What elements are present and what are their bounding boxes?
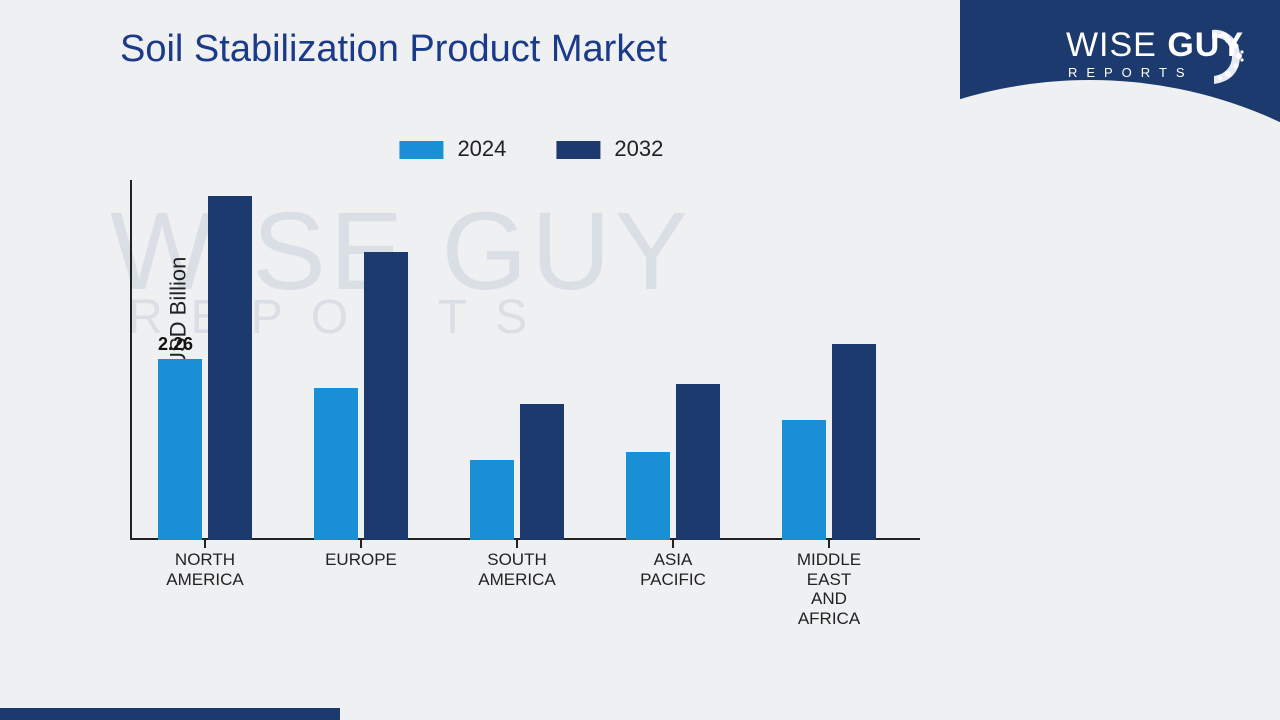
bar-group: SOUTHAMERICA (470, 180, 564, 540)
bar-2032 (832, 344, 876, 540)
x-tick (828, 540, 830, 548)
legend-swatch-2024 (399, 141, 443, 159)
logo-head-icon (1190, 26, 1248, 88)
bar-value-label: 2.26 (158, 334, 193, 355)
bar-2024 (626, 452, 670, 540)
brand-logo: WISE GUY REPORTS (1066, 28, 1244, 79)
page-title: Soil Stabilization Product Market (120, 28, 667, 71)
x-tick (360, 540, 362, 548)
legend-item-2032: 2032 (556, 136, 663, 162)
bar-group: 2.26NORTHAMERICA (158, 180, 252, 540)
bar-2032 (676, 384, 720, 540)
plot-area: 2.26NORTHAMERICA EUROPE SOUTHAMERICA ASIAPA… (130, 180, 920, 540)
bar-2024 (158, 359, 202, 540)
x-tick-label: SOUTHAMERICA (462, 550, 572, 589)
bar-2032 (208, 196, 252, 540)
x-tick-label: EUROPE (306, 550, 416, 570)
y-axis (130, 180, 132, 540)
bar-2032 (520, 404, 564, 540)
bar-2024 (314, 388, 358, 540)
bar-2024 (470, 460, 514, 540)
logo-word-1: WISE (1066, 26, 1157, 64)
bar-2032 (364, 252, 408, 540)
bar-group: MIDDLEEASTANDAFRICA (782, 180, 876, 540)
bar-group: ASIAPACIFIC (626, 180, 720, 540)
x-tick-label: NORTHAMERICA (150, 550, 260, 589)
legend-item-2024: 2024 (399, 136, 506, 162)
x-tick (204, 540, 206, 548)
x-tick (672, 540, 674, 548)
x-tick (516, 540, 518, 548)
legend-swatch-2032 (556, 141, 600, 159)
bar-group: EUROPE (314, 180, 408, 540)
stage: Soil Stabilization Product Market WISE G… (0, 0, 1280, 720)
bar-2024 (782, 420, 826, 540)
x-tick-label: MIDDLEEASTANDAFRICA (774, 550, 884, 628)
x-tick-label: ASIAPACIFIC (618, 550, 728, 589)
bar-chart: Market Size in USD Billion 2024 2032 2.2… (90, 150, 920, 620)
bottom-accent-bar (0, 708, 340, 720)
legend: 2024 2032 (399, 136, 663, 162)
